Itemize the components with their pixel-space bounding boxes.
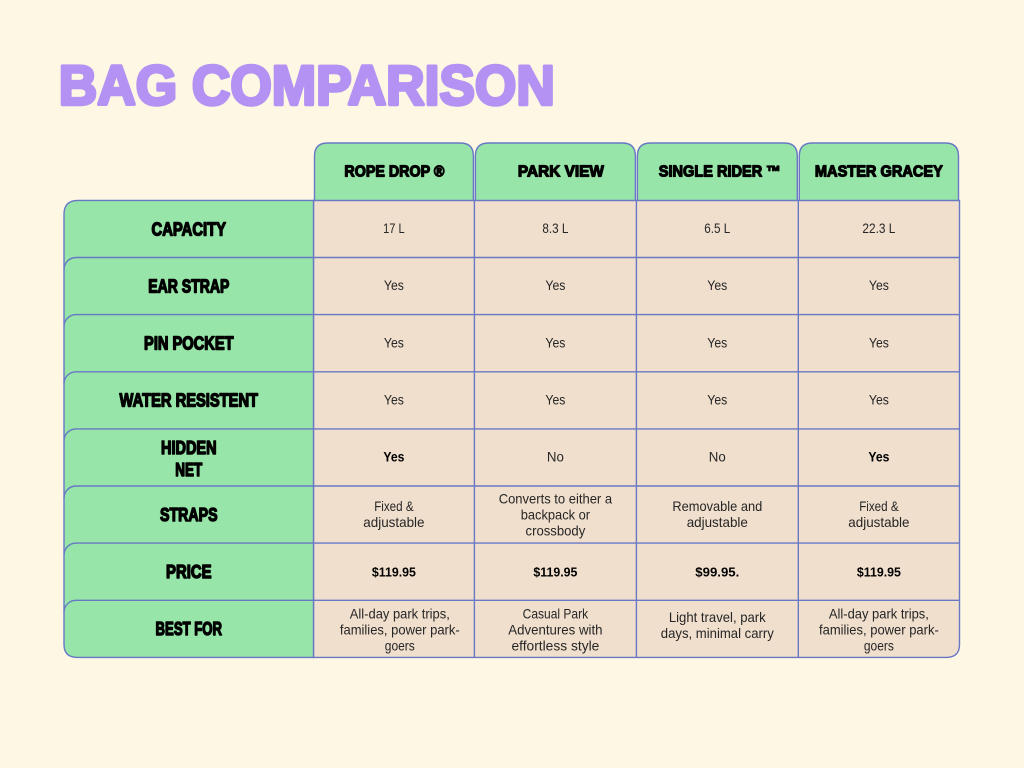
svg-text:goers: goers <box>385 638 415 654</box>
svg-text:Yes: Yes <box>384 392 404 407</box>
svg-text:Yes: Yes <box>545 335 565 350</box>
svg-text:Adventures with: Adventures with <box>508 622 602 638</box>
svg-text:Yes: Yes <box>383 450 404 465</box>
svg-text:adjustable: adjustable <box>363 514 424 530</box>
svg-text:BEST FOR: BEST FOR <box>156 619 223 639</box>
svg-text:Yes: Yes <box>707 392 727 407</box>
svg-text:$119.95: $119.95 <box>857 565 901 580</box>
svg-text:EAR STRAP: EAR STRAP <box>148 277 229 297</box>
svg-text:22.3 L: 22.3 L <box>862 221 895 236</box>
svg-text:HIDDEN: HIDDEN <box>161 438 217 458</box>
svg-text:WATER RESISTENT: WATER RESISTENT <box>120 391 259 411</box>
svg-text:Removable and: Removable and <box>672 498 762 514</box>
svg-text:adjustable: adjustable <box>687 514 748 530</box>
svg-text:Casual Park: Casual Park <box>523 606 589 622</box>
svg-text:MASTER GRACEY: MASTER GRACEY <box>815 163 944 180</box>
svg-text:BAG COMPARISON: BAG COMPARISON <box>59 54 555 117</box>
svg-text:PIN POCKET: PIN POCKET <box>144 334 234 354</box>
svg-text:SINGLE RIDER ™: SINGLE RIDER ™ <box>659 163 781 180</box>
svg-text:Converts to either a: Converts to either a <box>499 491 613 507</box>
svg-text:Yes: Yes <box>545 278 565 293</box>
svg-text:Light travel, park: Light travel, park <box>669 609 766 625</box>
svg-text:Yes: Yes <box>869 392 889 407</box>
svg-text:PRICE: PRICE <box>166 562 212 582</box>
svg-text:PARK VIEW: PARK VIEW <box>518 163 604 180</box>
svg-text:8.3 L: 8.3 L <box>542 221 568 236</box>
svg-text:17 L: 17 L <box>383 221 405 236</box>
svg-text:days, minimal carry: days, minimal carry <box>661 625 774 641</box>
svg-text:Yes: Yes <box>707 278 727 293</box>
svg-text:crossbody: crossbody <box>526 523 586 539</box>
svg-text:$119.95: $119.95 <box>372 565 416 580</box>
svg-text:families, power park-: families, power park- <box>819 622 939 638</box>
svg-text:Yes: Yes <box>868 450 889 465</box>
svg-text:Yes: Yes <box>869 278 889 293</box>
svg-text:effortless style: effortless style <box>511 638 599 654</box>
svg-text:ROPE DROP ®: ROPE DROP ® <box>344 163 445 180</box>
svg-text:STRAPS: STRAPS <box>160 505 218 525</box>
svg-text:$99.95.: $99.95. <box>695 565 739 580</box>
svg-text:Fixed &: Fixed & <box>859 498 899 514</box>
svg-text:Fixed &: Fixed & <box>374 498 414 514</box>
svg-text:All-day park trips,: All-day park trips, <box>829 606 929 622</box>
svg-text:goers: goers <box>864 638 894 654</box>
svg-text:Yes: Yes <box>384 335 404 350</box>
svg-text:NET: NET <box>175 460 202 480</box>
svg-text:All-day park trips,: All-day park trips, <box>350 606 450 622</box>
svg-text:CAPACITY: CAPACITY <box>152 219 227 239</box>
svg-text:Yes: Yes <box>384 278 404 293</box>
svg-text:No: No <box>547 450 564 465</box>
svg-text:$119.95: $119.95 <box>533 565 577 580</box>
svg-text:Yes: Yes <box>545 392 565 407</box>
svg-text:No: No <box>709 450 726 465</box>
svg-text:Yes: Yes <box>707 335 727 350</box>
svg-text:Yes: Yes <box>869 335 889 350</box>
svg-text:backpack or: backpack or <box>521 507 591 523</box>
svg-text:families, power park-: families, power park- <box>340 622 460 638</box>
svg-text:adjustable: adjustable <box>848 514 909 530</box>
svg-text:6.5 L: 6.5 L <box>704 221 730 236</box>
